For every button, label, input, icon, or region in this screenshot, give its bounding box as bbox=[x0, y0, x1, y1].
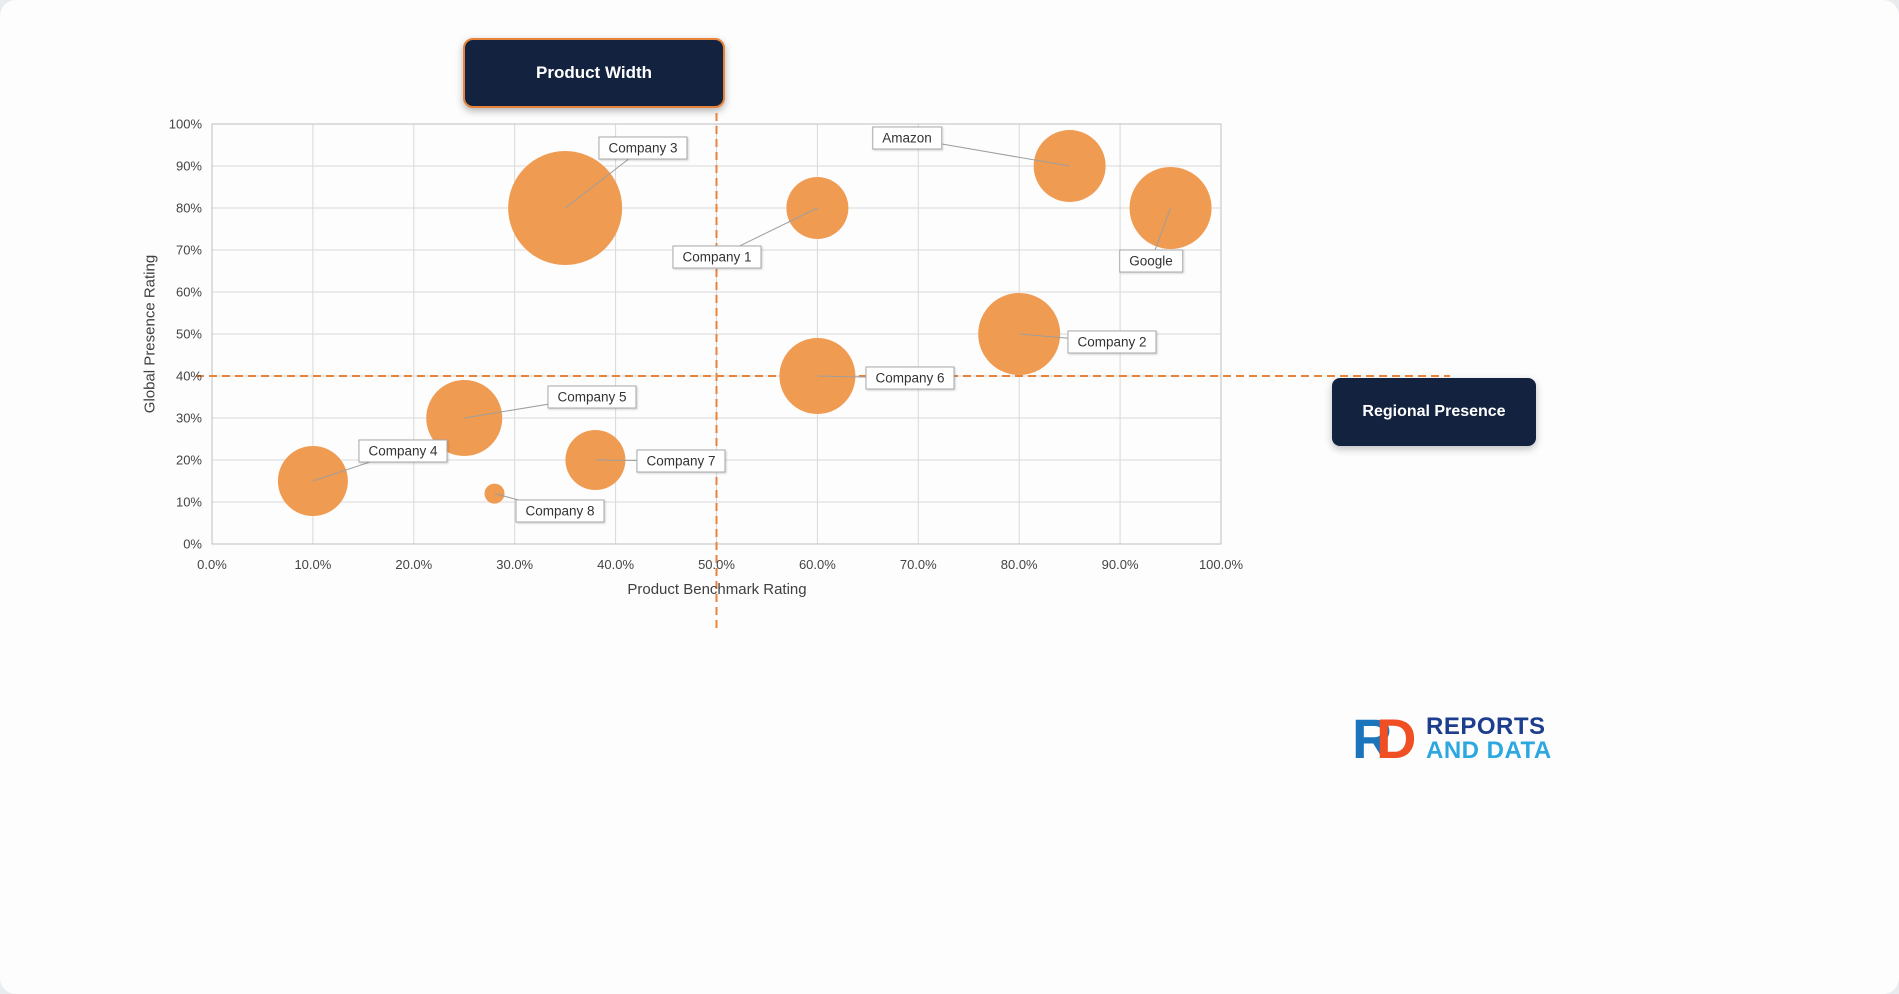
y-axis-title: Global Presence Rating bbox=[141, 254, 159, 414]
bubble-company-2 bbox=[978, 293, 1061, 375]
logo-monogram-icon: R D bbox=[1352, 707, 1416, 770]
quadrant-label-regional-presence: Regional Presence bbox=[1332, 378, 1536, 446]
product-width-text: Product Width bbox=[536, 63, 652, 82]
reports-and-data-logo: R D REPORTS AND DATA bbox=[1352, 707, 1552, 770]
logo-letter-d: D bbox=[1376, 707, 1417, 770]
logo-line1: REPORTS bbox=[1426, 712, 1546, 740]
x-axis-title: Product Benchmark Rating bbox=[627, 581, 807, 598]
logo-wordmark: REPORTS AND DATA bbox=[1426, 712, 1552, 764]
logo-letter-r: R bbox=[1352, 707, 1393, 770]
quadrant-label-product-width: Product Width bbox=[463, 38, 725, 108]
logo-line2: AND DATA bbox=[1426, 737, 1552, 764]
regional-presence-text: Regional Presence bbox=[1362, 403, 1506, 420]
